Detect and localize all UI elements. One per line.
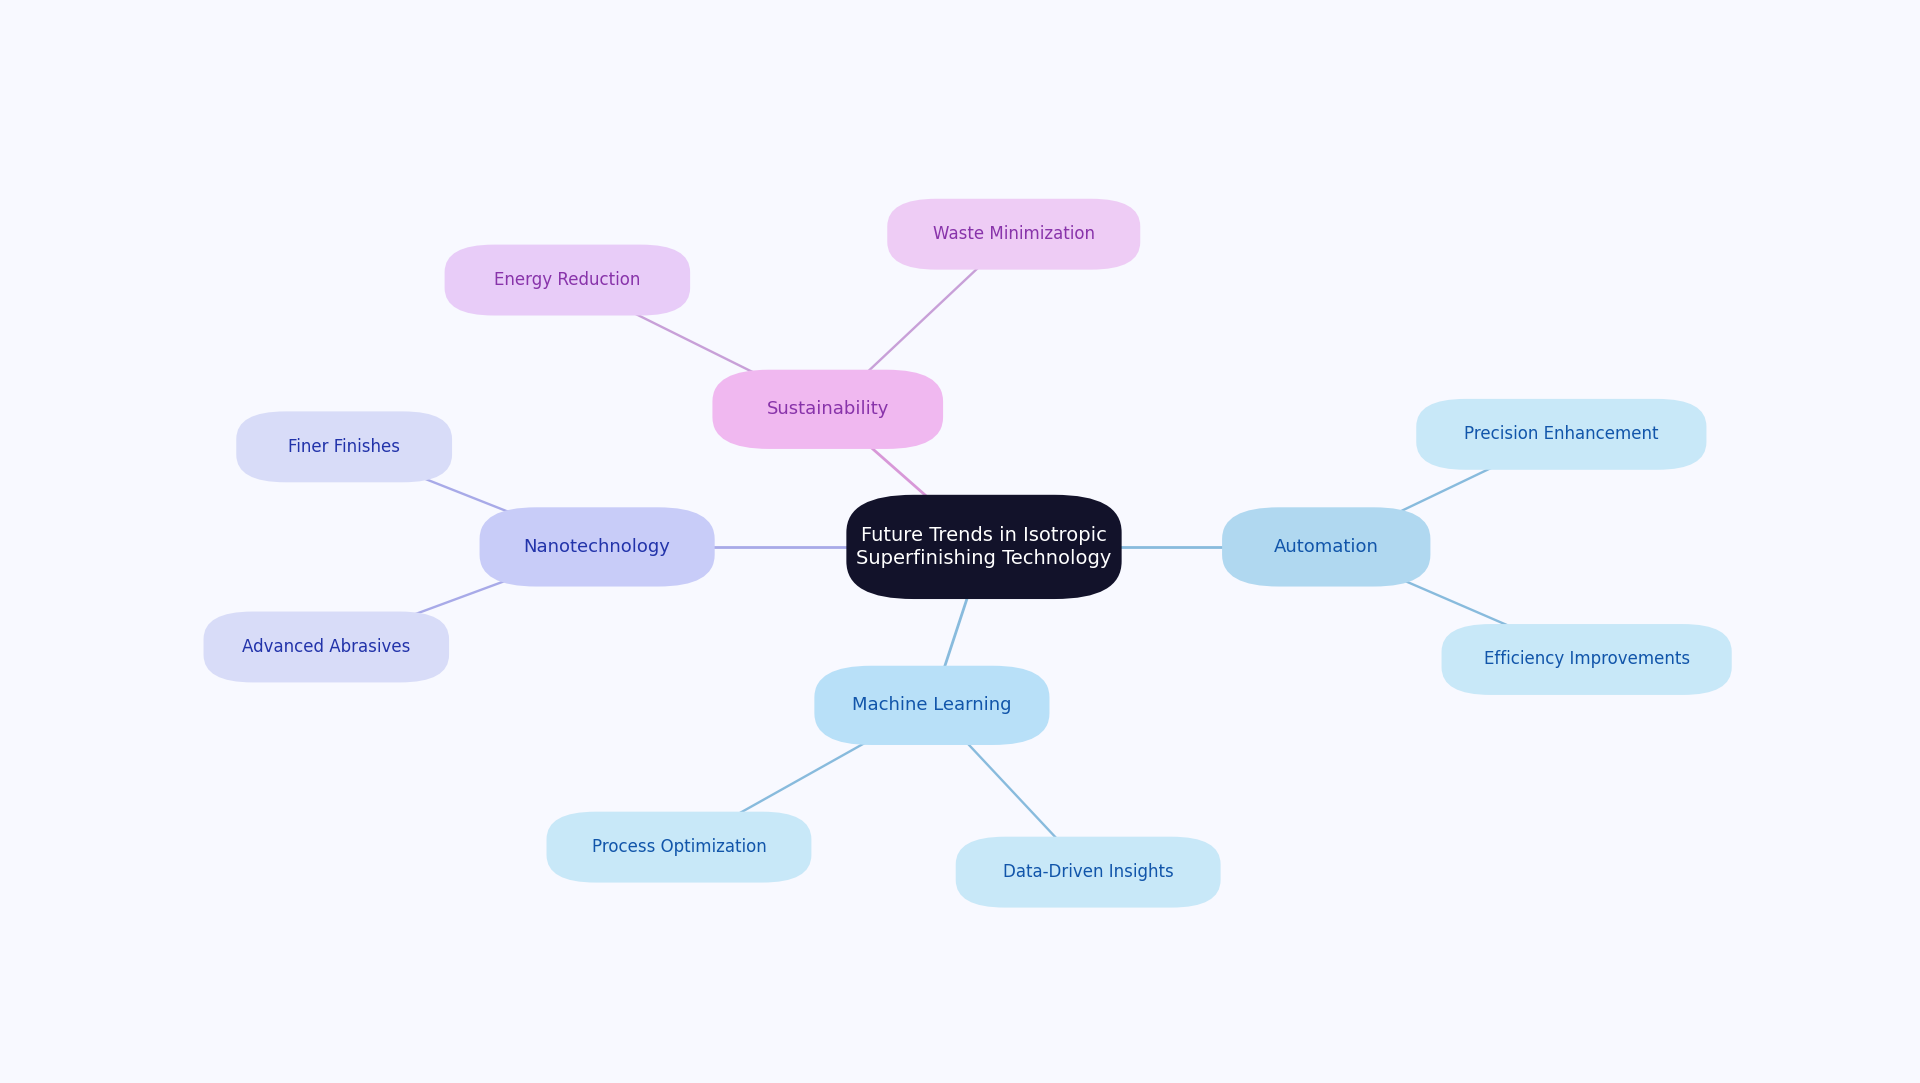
Text: Advanced Abrasives: Advanced Abrasives bbox=[242, 638, 411, 656]
FancyBboxPatch shape bbox=[814, 666, 1050, 745]
Text: Energy Reduction: Energy Reduction bbox=[493, 271, 641, 289]
FancyBboxPatch shape bbox=[445, 245, 689, 315]
Text: Waste Minimization: Waste Minimization bbox=[933, 225, 1094, 244]
FancyBboxPatch shape bbox=[1417, 399, 1707, 470]
FancyBboxPatch shape bbox=[956, 837, 1221, 908]
Text: Efficiency Improvements: Efficiency Improvements bbox=[1484, 651, 1690, 668]
Text: Data-Driven Insights: Data-Driven Insights bbox=[1002, 863, 1173, 882]
Text: Machine Learning: Machine Learning bbox=[852, 696, 1012, 715]
Text: Future Trends in Isotropic
Superfinishing Technology: Future Trends in Isotropic Superfinishin… bbox=[856, 525, 1112, 569]
FancyBboxPatch shape bbox=[712, 369, 943, 449]
FancyBboxPatch shape bbox=[847, 495, 1121, 599]
FancyBboxPatch shape bbox=[1442, 624, 1732, 695]
Text: Sustainability: Sustainability bbox=[766, 401, 889, 418]
FancyBboxPatch shape bbox=[547, 811, 812, 883]
Text: Precision Enhancement: Precision Enhancement bbox=[1465, 426, 1659, 443]
Text: Process Optimization: Process Optimization bbox=[591, 838, 766, 857]
Text: Finer Finishes: Finer Finishes bbox=[288, 438, 399, 456]
FancyBboxPatch shape bbox=[480, 507, 714, 587]
Text: Nanotechnology: Nanotechnology bbox=[524, 538, 670, 556]
FancyBboxPatch shape bbox=[204, 612, 449, 682]
FancyBboxPatch shape bbox=[1221, 507, 1430, 587]
FancyBboxPatch shape bbox=[236, 412, 451, 482]
Text: Automation: Automation bbox=[1273, 538, 1379, 556]
FancyBboxPatch shape bbox=[887, 199, 1140, 270]
